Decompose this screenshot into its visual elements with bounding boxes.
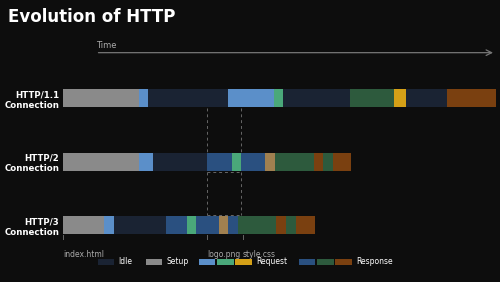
Bar <box>218 216 228 234</box>
Bar <box>148 89 228 107</box>
Text: Response: Response <box>356 257 393 266</box>
Bar <box>63 216 104 234</box>
Bar <box>350 89 394 107</box>
Bar <box>276 216 286 234</box>
Bar <box>63 89 139 107</box>
Bar <box>228 216 237 234</box>
Bar <box>196 216 218 234</box>
Bar <box>232 153 241 171</box>
Bar <box>228 89 274 107</box>
Text: index.html: index.html <box>63 250 104 259</box>
Bar <box>394 89 406 107</box>
Bar <box>207 153 232 171</box>
Bar <box>265 153 275 171</box>
Bar <box>274 89 283 107</box>
Bar <box>299 259 316 265</box>
Bar <box>139 153 153 171</box>
Bar <box>242 153 265 171</box>
Bar <box>139 89 148 107</box>
Bar <box>317 259 334 265</box>
Text: Idle: Idle <box>118 257 132 266</box>
Bar <box>336 259 352 265</box>
Bar <box>284 89 350 107</box>
Bar <box>186 216 196 234</box>
Bar <box>314 153 323 171</box>
Bar <box>217 259 234 265</box>
Bar <box>166 216 186 234</box>
Bar <box>286 216 296 234</box>
Bar <box>447 89 496 107</box>
Bar <box>104 216 114 234</box>
Bar <box>238 216 277 234</box>
Bar <box>296 216 315 234</box>
Text: Evolution of HTTP: Evolution of HTTP <box>8 8 175 27</box>
Bar <box>406 89 447 107</box>
Bar <box>98 259 114 265</box>
Bar <box>114 216 166 234</box>
Bar <box>63 153 139 171</box>
Bar <box>323 153 332 171</box>
Bar <box>146 259 162 265</box>
Text: Setup: Setup <box>166 257 189 266</box>
Bar <box>199 259 216 265</box>
Bar <box>153 153 207 171</box>
Text: logo.png: logo.png <box>207 250 240 259</box>
Text: style.css: style.css <box>242 250 276 259</box>
Text: Request: Request <box>256 257 288 266</box>
Bar <box>332 153 351 171</box>
Bar <box>275 153 314 171</box>
Text: Time: Time <box>96 41 116 50</box>
Bar <box>236 259 252 265</box>
